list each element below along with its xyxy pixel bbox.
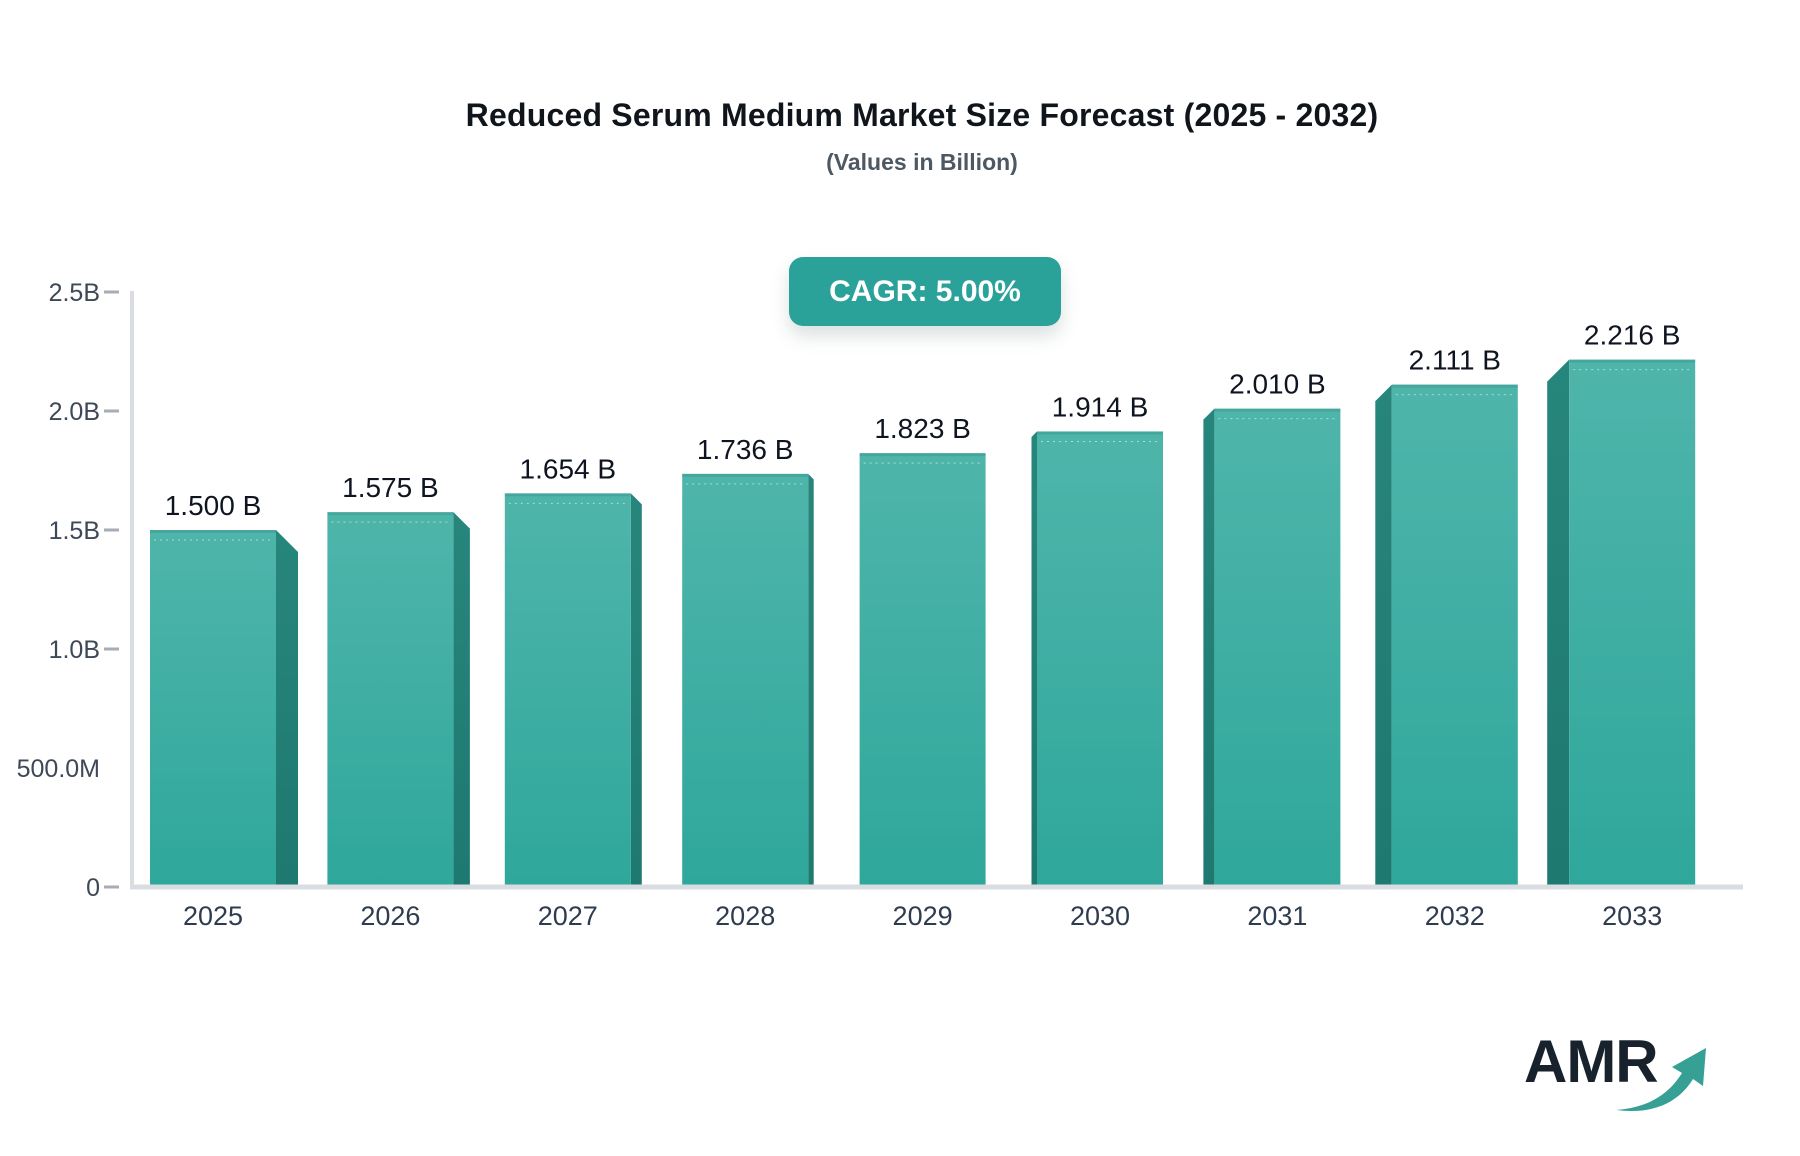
bar-2029[interactable]: 1.823 B 2029 xyxy=(859,413,986,931)
amr-logo: AMR xyxy=(1524,1032,1764,1142)
x-axis-label: 2025 xyxy=(183,901,243,931)
x-axis-label: 2027 xyxy=(538,901,598,931)
bar-front-face xyxy=(1569,359,1696,887)
bar-value-label: 2.216 B xyxy=(1584,320,1681,351)
bar-top-edge xyxy=(1391,384,1518,388)
amr-logo-text: AMR xyxy=(1524,1028,1659,1095)
bar-top-edge xyxy=(682,473,809,477)
bar-value-label: 1.575 B xyxy=(342,472,439,503)
x-axis-label: 2029 xyxy=(893,901,953,931)
x-axis-label: 2032 xyxy=(1425,901,1485,931)
bar-side-face xyxy=(808,473,814,887)
bar-top-edge xyxy=(327,512,454,516)
bar-2027[interactable]: 1.654 B 2027 xyxy=(504,453,642,931)
bar-2033[interactable]: 2.216 B 2033 xyxy=(1547,320,1696,931)
bar-side-face xyxy=(453,512,470,887)
bar-top-edge xyxy=(1037,431,1163,435)
x-axis-label: 2033 xyxy=(1602,901,1662,931)
bar-2026[interactable]: 1.575 B 2026 xyxy=(327,472,470,931)
y-axis-label: 2.0B xyxy=(49,398,100,426)
bar-top-edge xyxy=(859,453,986,457)
y-axis-label: 0 xyxy=(86,874,100,902)
bar-front-face xyxy=(1391,384,1518,887)
bar-front-face xyxy=(327,512,454,887)
bar-front-face xyxy=(1037,431,1163,887)
bar-2025[interactable]: 1.500 B 2025 xyxy=(150,490,298,931)
growth-arrow-shape xyxy=(1616,1048,1706,1111)
bar-2032[interactable]: 2.111 B 2032 xyxy=(1375,345,1518,931)
bar-value-label: 2.111 B xyxy=(1409,345,1501,376)
bar-2028[interactable]: 1.736 B 2028 xyxy=(682,434,814,931)
y-axis-label: 1.5B xyxy=(49,517,100,545)
chart-subtitle: (Values in Billion) xyxy=(826,149,1018,175)
bar-side-face xyxy=(1547,359,1570,887)
bar-top-edge xyxy=(1214,408,1341,412)
bar-side-face xyxy=(1375,384,1392,887)
bar-value-label: 1.823 B xyxy=(874,413,971,444)
y-axis-label: 500.0M xyxy=(17,755,100,783)
bar-side-face xyxy=(1031,431,1037,887)
bar-2031[interactable]: 2.010 B 2031 xyxy=(1203,369,1341,931)
bar-2030[interactable]: 1.914 B 2030 xyxy=(1031,391,1164,931)
chart-header: Reduced Serum Medium Market Size Forecas… xyxy=(22,0,1800,176)
x-axis-label: 2026 xyxy=(360,901,420,931)
bar-top-edge xyxy=(504,493,631,497)
bar-front-face xyxy=(1214,408,1341,887)
bar-front-face xyxy=(150,530,276,887)
x-axis-label: 2028 xyxy=(715,901,775,931)
bar-front-face xyxy=(504,493,631,887)
x-axis-label: 2030 xyxy=(1070,901,1130,931)
x-axis-label: 2031 xyxy=(1247,901,1307,931)
bar-front-face xyxy=(682,473,809,887)
bar-front-face xyxy=(859,453,986,887)
bar-top-edge xyxy=(150,530,276,533)
bar-top-edge xyxy=(1569,359,1696,363)
y-axis-label: 2.5B xyxy=(49,279,100,307)
cagr-badge: CAGR: 5.00% xyxy=(789,257,1061,326)
bar-side-face xyxy=(1203,408,1215,887)
bar-value-label: 1.914 B xyxy=(1052,391,1149,422)
chart-title: Reduced Serum Medium Market Size Forecas… xyxy=(465,97,1379,133)
bar-value-label: 2.010 B xyxy=(1229,369,1326,400)
growth-arrow-icon xyxy=(1616,1048,1706,1111)
bar-side-face xyxy=(630,493,642,887)
y-axis-label: 1.0B xyxy=(49,636,100,664)
bar-value-label: 1.736 B xyxy=(697,434,794,465)
bar-side-face xyxy=(276,530,298,887)
bar-value-label: 1.500 B xyxy=(165,490,262,521)
bar-value-label: 1.654 B xyxy=(520,453,617,484)
